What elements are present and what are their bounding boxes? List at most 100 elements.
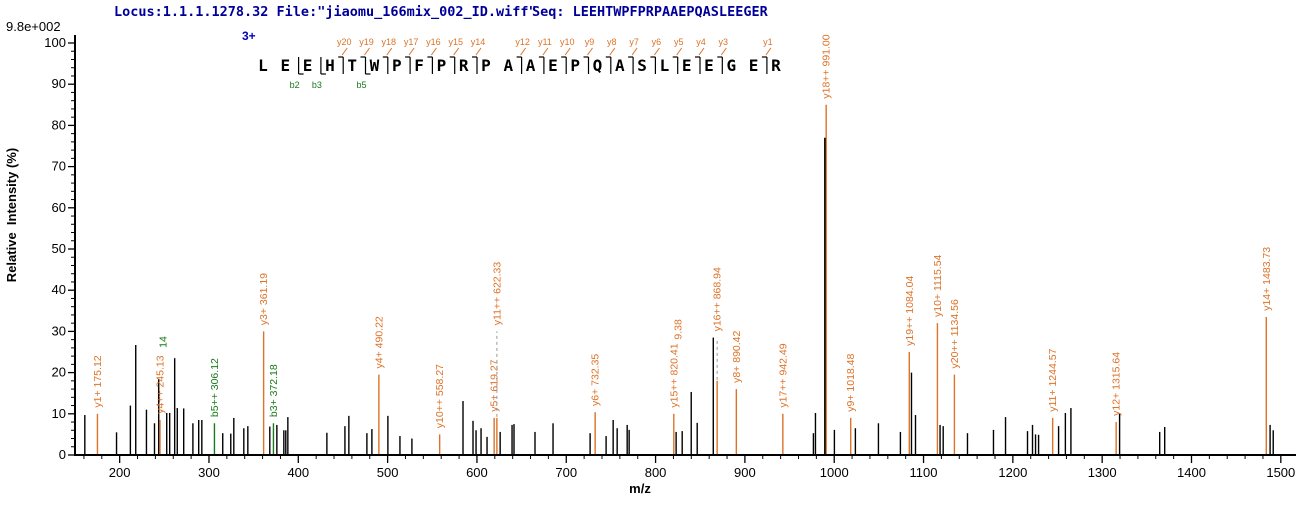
peak-label: y15++ 820.41 — [668, 343, 680, 407]
peak-label-overlap: 14 — [157, 336, 169, 348]
b-ion-label: b2 — [290, 80, 300, 90]
residue-letter: A — [615, 56, 625, 75]
x-tick-label: 700 — [555, 465, 577, 480]
x-tick-label: 800 — [645, 465, 667, 480]
y-ion-pointer — [520, 47, 527, 56]
residue-letter: A — [503, 56, 513, 75]
y-ion-pointer — [653, 47, 660, 56]
residue-letter: G — [726, 56, 736, 75]
y-tick-label: 60 — [52, 200, 66, 215]
peak-label: y20++ 1134.56 — [949, 299, 961, 368]
peak-label: y10++ 558.27 — [434, 364, 446, 428]
peak-label: y12+ 1315.64 — [1111, 352, 1123, 416]
peak-label: y3+ 361.19 — [258, 273, 270, 325]
residue-letter: H — [325, 56, 335, 75]
peak-label: y17++ 942.49 — [777, 343, 789, 407]
y-ion-pointer — [765, 47, 772, 56]
residue-letter: F — [414, 56, 424, 75]
peak-label: y11+ 1244.57 — [1047, 348, 1059, 411]
y-ion-label: y18 — [382, 37, 397, 47]
y-ion-label: y6 — [652, 37, 662, 47]
peak-label: y9+ 1018.48 — [845, 353, 857, 411]
peak-label: y6+ 732.35 — [590, 354, 602, 406]
y-ion-label: y10 — [560, 37, 575, 47]
peak-label: y4+ 490.22 — [373, 316, 385, 368]
x-tick-label: 1300 — [1088, 465, 1117, 480]
residue-letter: P — [481, 56, 491, 75]
x-tick-label: 1400 — [1177, 465, 1206, 480]
residue-letter: T — [347, 56, 357, 75]
y-ion-pointer — [698, 47, 705, 56]
x-tick-label: 300 — [198, 465, 220, 480]
y-ion-label: y9 — [585, 37, 595, 47]
residue-letter: L — [258, 56, 268, 75]
y-ion-pointer — [542, 47, 549, 56]
y-ion-pointer — [430, 47, 437, 56]
x-tick-label: 600 — [466, 465, 488, 480]
peak-label: y18++ 991.00 — [821, 34, 833, 98]
peak-label: y19++ 1084.04 — [904, 276, 916, 346]
residue-letter: E — [682, 56, 692, 75]
y-tick-label: 90 — [52, 76, 66, 91]
y-tick-label: 0 — [59, 447, 66, 462]
y-ion-pointer — [386, 47, 393, 56]
residue-letter: E — [303, 56, 313, 75]
peak-label: b3+ 372.18 — [268, 364, 280, 417]
x-tick-label: 1500 — [1266, 465, 1295, 480]
y-tick-label: 30 — [52, 323, 66, 338]
y-ion-label: y5 — [674, 37, 684, 47]
y-ion-pointer — [564, 47, 571, 56]
y-ion-label: y7 — [629, 37, 639, 47]
y-ion-label: y15 — [448, 37, 463, 47]
y-tick-label: 40 — [52, 282, 66, 297]
y-ion-label: y12 — [515, 37, 530, 47]
y-ion-label: y14 — [471, 37, 486, 47]
residue-letter: R — [771, 56, 781, 75]
x-tick-label: 900 — [734, 465, 756, 480]
peak-label: y8+ 890.42 — [731, 330, 743, 382]
y-tick-label: 80 — [52, 117, 66, 132]
residue-letter: Q — [593, 56, 603, 75]
peak-label: b5++ 306.12 — [209, 358, 221, 417]
y-ion-label: y8 — [607, 37, 617, 47]
residue-letter: E — [548, 56, 558, 75]
y-ion-pointer — [364, 47, 370, 56]
y-tick-label: 10 — [52, 406, 66, 421]
y-ion-label: y4 — [696, 37, 706, 47]
peak-label: y4++ 245.13 — [154, 355, 166, 414]
y-ion-pointer — [609, 47, 616, 56]
y-ion-pointer — [676, 47, 683, 56]
residue-letter: P — [437, 56, 447, 75]
y-ion-label: y19 — [359, 37, 374, 47]
peak-label: y5+ 619.27 — [489, 359, 501, 411]
y-ion-pointer — [587, 47, 593, 56]
y-ion-label: y11 — [538, 37, 552, 47]
x-tick-label: 500 — [377, 465, 399, 480]
residue-letter: W — [370, 56, 380, 75]
y-tick-label: 50 — [52, 241, 66, 256]
peak-label-overlap: 9.38 — [672, 319, 684, 340]
y-tick-label: 70 — [52, 159, 66, 174]
x-tick-label: 1100 — [910, 465, 938, 480]
b-ion-label: b3 — [312, 80, 322, 90]
y-ion-pointer — [631, 47, 638, 56]
y-ion-pointer — [341, 47, 348, 56]
residue-letter: E — [749, 56, 759, 75]
residue-letter: P — [392, 56, 402, 75]
residue-letter: E — [280, 56, 290, 75]
peak-label: y11++ 622.33 — [491, 262, 503, 326]
residue-letter: E — [704, 56, 714, 75]
y-ion-pointer — [720, 47, 727, 56]
y-ion-label: y3 — [719, 37, 729, 47]
y-ion-label: y16 — [426, 37, 441, 47]
y-ion-pointer — [453, 47, 460, 56]
y-ion-label: y20 — [337, 37, 352, 47]
y-ion-label: y17 — [404, 37, 419, 47]
residue-letter: S — [637, 56, 647, 75]
residue-letter: A — [526, 56, 536, 75]
y-tick-label: 20 — [52, 365, 66, 380]
residue-letter: R — [459, 56, 469, 75]
x-tick-label: 1000 — [820, 465, 849, 480]
